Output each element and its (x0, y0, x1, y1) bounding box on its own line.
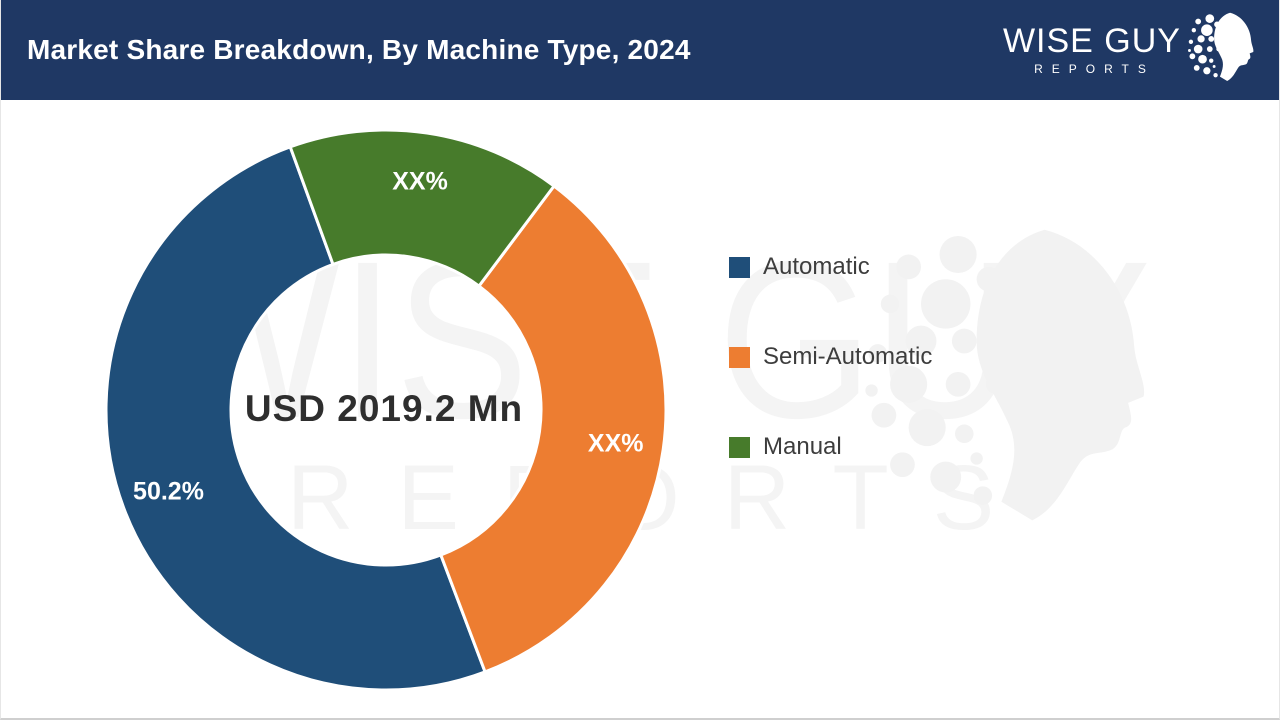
segment-label-manual: XX% (392, 168, 448, 196)
legend-item-automatic: Automatic (729, 253, 932, 280)
segment-manual (288, 130, 556, 288)
legend-swatch-semi-automatic (729, 346, 750, 368)
logo-face-icon (1188, 12, 1254, 81)
logo-text: WISE GUY REPORTS (1003, 24, 1181, 76)
header-bar: Market Share Breakdown, By Machine Type,… (1, 0, 1279, 100)
donut-chart: 50.2% XX% XX% USD 2019.2 Mn (106, 130, 666, 690)
segment-semi-automatic (439, 184, 666, 674)
legend-label-automatic: Automatic (763, 253, 870, 280)
segment-label-semi-automatic: XX% (588, 430, 644, 458)
logo-subtitle: REPORTS (1034, 62, 1155, 76)
chart-title: Market Share Breakdown, By Machine Type,… (27, 34, 691, 65)
chart-legend: Automatic Semi-Automatic Manual (729, 253, 933, 525)
segment-label-automatic: 50.2% (133, 478, 204, 506)
legend-label-semi-automatic: Semi-Automatic (763, 343, 933, 370)
legend-swatch-manual (729, 436, 750, 458)
donut-center-value: USD 2019.2 Mn (245, 388, 523, 429)
segment-automatic (106, 145, 487, 690)
legend-item-manual: Manual (729, 433, 932, 460)
wiseguy-logo: WISE GUY REPORTS (1003, 7, 1265, 94)
logo-wordmark: WISE GUY (1002, 22, 1181, 60)
legend-label-manual: Manual (763, 433, 842, 460)
legend-swatch-automatic (729, 256, 750, 278)
legend-item-semi-automatic: Semi-Automatic (729, 343, 933, 370)
